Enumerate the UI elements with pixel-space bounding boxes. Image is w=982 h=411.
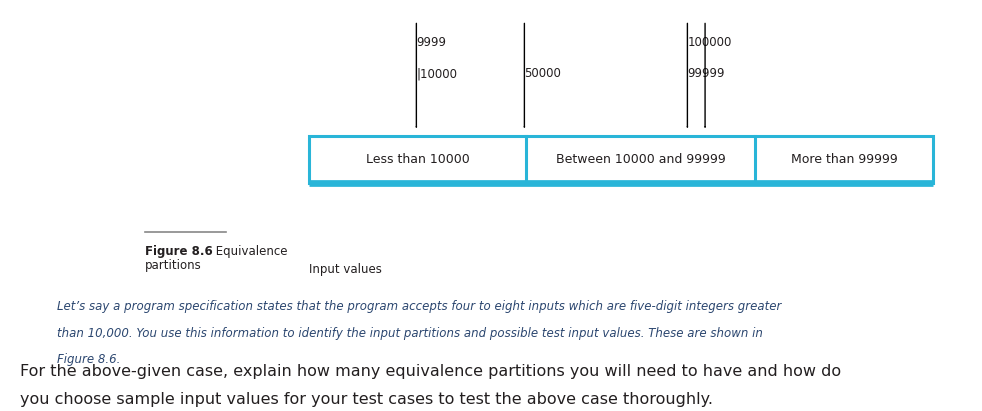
- Text: Input values: Input values: [309, 263, 382, 276]
- Text: Figure 8.6: Figure 8.6: [145, 245, 213, 258]
- Text: Let’s say a program specification states that the program accepts four to eight : Let’s say a program specification states…: [57, 300, 782, 313]
- Bar: [309, 136, 933, 183]
- Text: 50000: 50000: [524, 67, 562, 80]
- Text: Between 10000 and 99999: Between 10000 and 99999: [556, 153, 726, 166]
- Text: 100000: 100000: [687, 36, 732, 49]
- Text: Figure 8.6.: Figure 8.6.: [57, 353, 121, 367]
- Text: Equivalence: Equivalence: [212, 245, 288, 258]
- Text: than 10,000. You use this information to identify the input partitions and possi: than 10,000. You use this information to…: [57, 327, 763, 340]
- Text: 9999: 9999: [416, 36, 447, 49]
- Text: 99999: 99999: [687, 67, 725, 80]
- Text: partitions: partitions: [145, 259, 202, 272]
- Text: For the above-given case, explain how many equivalence partitions you will need : For the above-given case, explain how ma…: [20, 364, 841, 379]
- Text: Less than 10000: Less than 10000: [366, 153, 469, 166]
- Text: |10000: |10000: [416, 67, 458, 80]
- Text: More than 99999: More than 99999: [791, 153, 898, 166]
- Text: you choose sample input values for your test cases to test the above case thorou: you choose sample input values for your …: [20, 392, 713, 406]
